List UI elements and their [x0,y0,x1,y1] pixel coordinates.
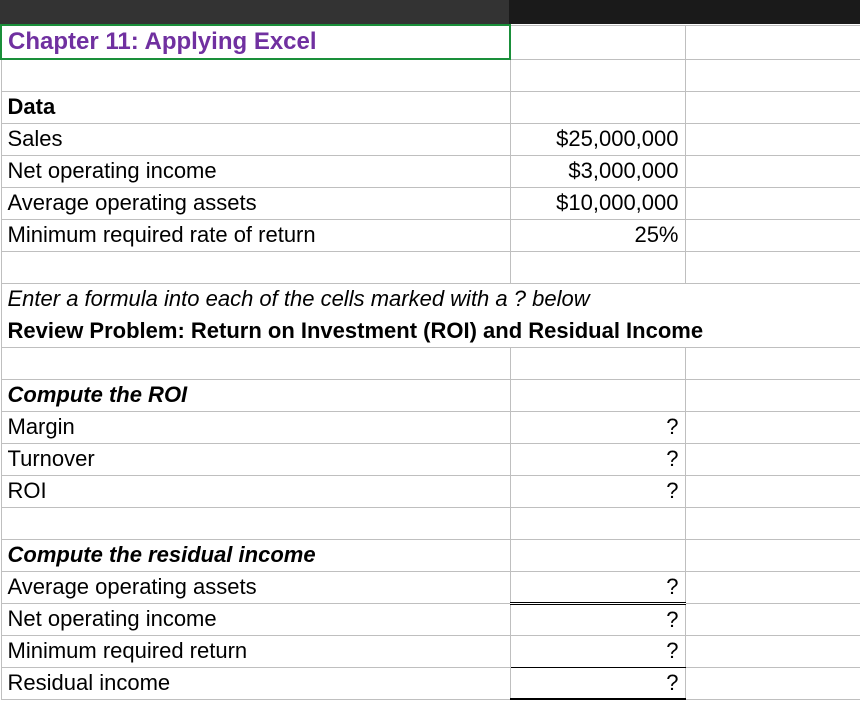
cell-roi-value[interactable]: ? [510,475,685,507]
cell-b11[interactable] [510,347,685,379]
row-turnover[interactable]: Turnover ? [1,443,860,475]
cell-c1[interactable] [685,25,860,59]
row-residual-noi[interactable]: Net operating income ? [1,603,860,635]
row-noi[interactable]: Net operating income $3,000,000 [1,155,860,187]
cell-noi-label[interactable]: Net operating income [1,155,510,187]
cell-mrr-value[interactable]: 25% [510,219,685,251]
row-empty-3[interactable] [1,347,860,379]
row-residual-aoa[interactable]: Average operating assets ? [1,571,860,603]
row-compute-roi-header[interactable]: Compute the ROI [1,379,860,411]
spreadsheet-grid[interactable]: Chapter 11: Applying Excel Data Sales $2… [0,24,860,700]
top-bar-col-a [0,0,509,24]
top-bar-col-b [509,0,684,24]
cell-residual-income-label[interactable]: Residual income [1,667,510,699]
cell-c14[interactable] [685,443,860,475]
cell-a11[interactable] [1,347,510,379]
cell-c16[interactable] [685,507,860,539]
cell-b12[interactable] [510,379,685,411]
cell-residual-mrr-value[interactable]: ? [510,635,685,667]
cell-residual-aoa-label[interactable]: Average operating assets [1,571,510,603]
cell-b8[interactable] [510,251,685,283]
row-margin[interactable]: Margin ? [1,411,860,443]
cell-b2[interactable] [510,59,685,91]
cell-c2[interactable] [685,59,860,91]
cell-residual-noi-label[interactable]: Net operating income [1,603,510,635]
row-empty-1[interactable] [1,59,860,91]
cell-a8[interactable] [1,251,510,283]
row-instruction[interactable]: Enter a formula into each of the cells m… [1,283,860,315]
top-bar-col-c [684,0,860,24]
cell-c19[interactable] [685,603,860,635]
cell-a2[interactable] [1,59,510,91]
cell-b3[interactable] [510,91,685,123]
cell-noi-value[interactable]: $3,000,000 [510,155,685,187]
cell-aoa-label[interactable]: Average operating assets [1,187,510,219]
cell-review-header[interactable]: Review Problem: Return on Investment (RO… [1,315,860,347]
row-review-header[interactable]: Review Problem: Return on Investment (RO… [1,315,860,347]
cell-c8[interactable] [685,251,860,283]
top-bar [0,0,860,24]
cell-sales-label[interactable]: Sales [1,123,510,155]
cell-c4[interactable] [685,123,860,155]
cell-c20[interactable] [685,635,860,667]
cell-c18[interactable] [685,571,860,603]
cell-roi-label[interactable]: ROI [1,475,510,507]
cell-sales-value[interactable]: $25,000,000 [510,123,685,155]
row-sales[interactable]: Sales $25,000,000 [1,123,860,155]
row-title[interactable]: Chapter 11: Applying Excel [1,25,860,59]
row-empty-4[interactable] [1,507,860,539]
row-residual-mrr[interactable]: Minimum required return ? [1,635,860,667]
cell-residual-aoa-value[interactable]: ? [510,571,685,603]
cell-compute-roi-header[interactable]: Compute the ROI [1,379,510,411]
cell-aoa-value[interactable]: $10,000,000 [510,187,685,219]
cell-instruction[interactable]: Enter a formula into each of the cells m… [1,283,860,315]
cell-c17[interactable] [685,539,860,571]
cell-margin-value[interactable]: ? [510,411,685,443]
row-compute-residual-header[interactable]: Compute the residual income [1,539,860,571]
cell-mrr-label[interactable]: Minimum required rate of return [1,219,510,251]
cell-b16[interactable] [510,507,685,539]
cell-c3[interactable] [685,91,860,123]
cell-c11[interactable] [685,347,860,379]
cell-c13[interactable] [685,411,860,443]
cell-turnover-label[interactable]: Turnover [1,443,510,475]
cell-data-header[interactable]: Data [1,91,510,123]
cell-residual-noi-value[interactable]: ? [510,603,685,635]
row-aoa[interactable]: Average operating assets $10,000,000 [1,187,860,219]
row-roi[interactable]: ROI ? [1,475,860,507]
row-residual-income[interactable]: Residual income ? [1,667,860,699]
cell-residual-mrr-label[interactable]: Minimum required return [1,635,510,667]
cell-residual-income-value[interactable]: ? [510,667,685,699]
cell-b1[interactable] [510,25,685,59]
cell-title[interactable]: Chapter 11: Applying Excel [1,25,510,59]
cell-compute-residual-header[interactable]: Compute the residual income [1,539,510,571]
cell-c15[interactable] [685,475,860,507]
cell-c6[interactable] [685,187,860,219]
cell-margin-label[interactable]: Margin [1,411,510,443]
cell-c12[interactable] [685,379,860,411]
row-empty-2[interactable] [1,251,860,283]
cell-c21[interactable] [685,667,860,699]
cell-c7[interactable] [685,219,860,251]
cell-b17[interactable] [510,539,685,571]
row-data-header[interactable]: Data [1,91,860,123]
cell-turnover-value[interactable]: ? [510,443,685,475]
cell-a16[interactable] [1,507,510,539]
cell-c5[interactable] [685,155,860,187]
row-mrr[interactable]: Minimum required rate of return 25% [1,219,860,251]
